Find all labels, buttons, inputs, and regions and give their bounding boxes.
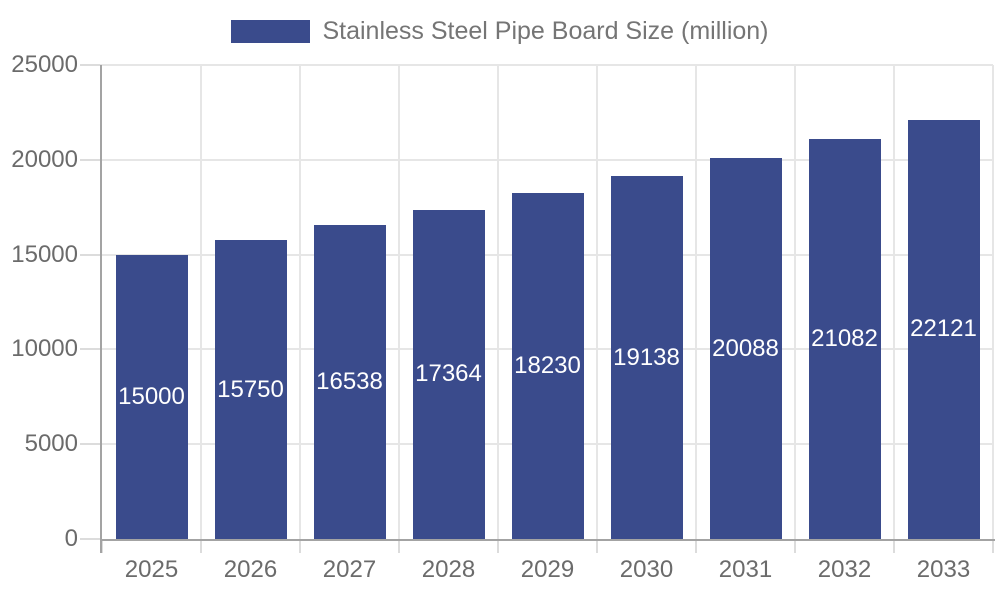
- x-tick-mark: [398, 541, 400, 553]
- x-tick-mark: [497, 541, 499, 553]
- bar: [115, 254, 188, 539]
- bar: [214, 240, 287, 539]
- x-grid-line: [497, 65, 499, 539]
- x-tick-label: 2032: [817, 556, 872, 583]
- y-tick-mark: [80, 443, 100, 446]
- y-grid-line: [100, 64, 993, 66]
- y-axis-line: [100, 65, 102, 553]
- y-grid-line: [100, 158, 993, 161]
- bar-value-label: 17364: [415, 360, 482, 388]
- x-grid-line: [695, 65, 697, 539]
- y-tick-label: 10000: [11, 335, 78, 363]
- x-tick-mark: [794, 541, 796, 553]
- bar-value-label: 15750: [217, 375, 284, 403]
- x-tick-label: 2030: [619, 556, 674, 583]
- x-axis-line: [100, 539, 995, 541]
- bar-value-label: 20088: [712, 334, 779, 362]
- bar: [808, 139, 881, 539]
- x-tick-mark: [893, 541, 895, 553]
- x-tick-mark: [992, 541, 994, 553]
- bar-value-label: 19138: [613, 343, 680, 371]
- y-tick-label: 0: [64, 525, 78, 552]
- bar: [412, 209, 485, 539]
- legend: Stainless Steel Pipe Board Size (million…: [0, 19, 1000, 44]
- bar: [907, 119, 980, 539]
- x-tick-label: 2027: [322, 556, 377, 583]
- y-tick-mark: [80, 158, 100, 161]
- x-grid-line: [596, 65, 598, 539]
- bar-value-label: 16538: [316, 368, 383, 396]
- x-grid-line: [299, 65, 301, 539]
- x-grid-line: [893, 65, 895, 539]
- x-tick-label: 2026: [223, 556, 278, 583]
- x-tick-mark: [101, 541, 103, 553]
- y-tick-label: 15000: [11, 240, 78, 268]
- x-tick-label: 2028: [421, 556, 476, 583]
- legend-label: Stainless Steel Pipe Board Size (million…: [322, 17, 769, 45]
- y-tick-mark: [80, 348, 100, 351]
- bar-value-label: 21082: [811, 325, 878, 353]
- bar: [709, 158, 782, 539]
- y-tick-label: 25000: [11, 51, 78, 78]
- y-tick-label: 20000: [11, 145, 78, 173]
- bar-value-label: 18230: [514, 352, 581, 380]
- bar: [511, 193, 584, 539]
- x-grid-line: [794, 65, 796, 539]
- x-grid-line: [200, 65, 202, 539]
- x-tick-label: 2025: [124, 556, 179, 583]
- y-tick-mark: [80, 64, 100, 66]
- legend-swatch: [231, 20, 311, 43]
- y-tick-mark: [80, 538, 100, 540]
- bar-value-label: 15000: [118, 382, 185, 410]
- x-grid-line: [992, 65, 994, 539]
- x-tick-label: 2029: [520, 556, 575, 583]
- x-tick-label: 2031: [718, 556, 773, 583]
- x-tick-mark: [299, 541, 301, 553]
- bar: [313, 225, 386, 539]
- x-tick-mark: [200, 541, 202, 553]
- bar: [610, 176, 683, 539]
- x-grid-line: [398, 65, 400, 539]
- y-tick-mark: [80, 253, 100, 256]
- x-tick-label: 2033: [916, 556, 971, 583]
- bar-value-label: 22121: [910, 315, 977, 343]
- x-tick-mark: [695, 541, 697, 553]
- y-tick-label: 5000: [24, 430, 78, 458]
- x-tick-mark: [596, 541, 598, 553]
